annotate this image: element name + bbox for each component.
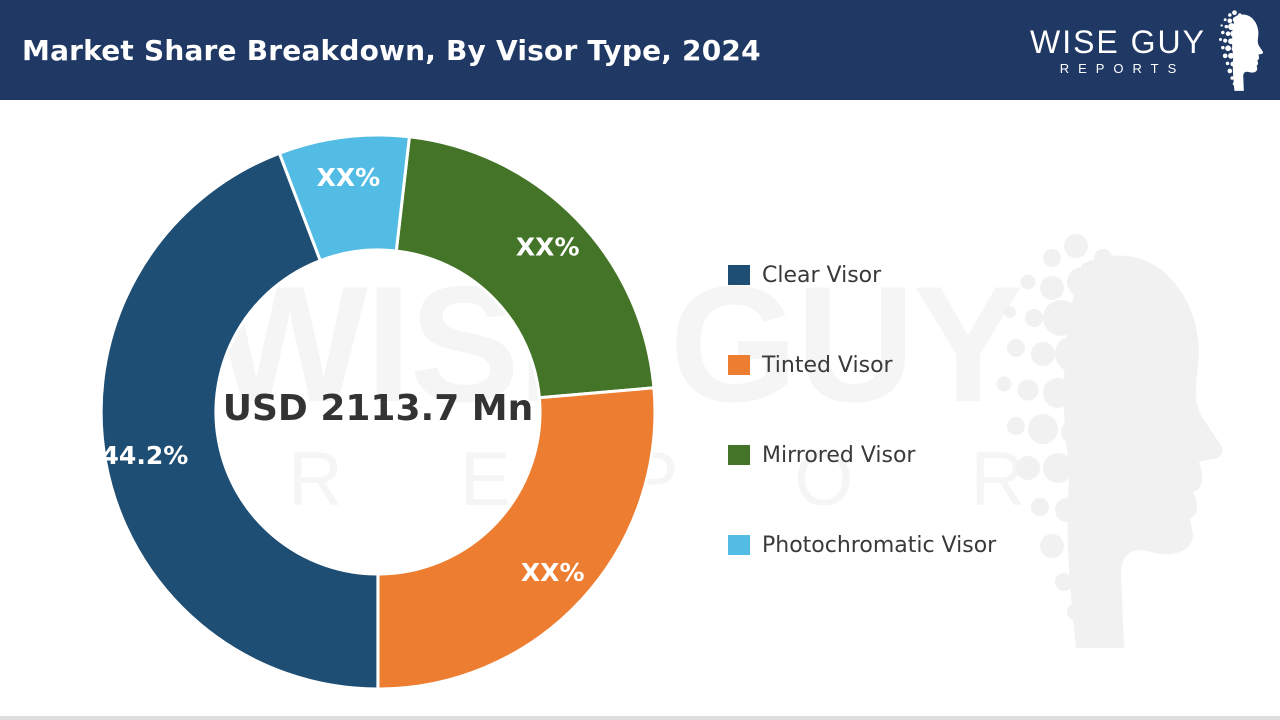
donut-slice-value-label: XX%: [521, 558, 585, 587]
brand-name: WISE GUY: [1029, 23, 1206, 60]
donut-chart: XX% XX% 44.2% XX%: [99, 133, 657, 691]
brand-logo-text: WISE GUY REPORTS: [1030, 26, 1206, 75]
legend-label: Photochromatic Visor: [762, 532, 997, 558]
legend-swatch-clear-visor: [728, 265, 750, 285]
legend-swatch-tinted-visor: [728, 355, 750, 375]
brand-logo: WISE GUY REPORTS: [1030, 9, 1266, 91]
legend-label: Mirrored Visor: [762, 442, 916, 468]
header-bar: Market Share Breakdown, By Visor Type, 2…: [0, 0, 1280, 100]
legend-item-photochromatic-visor: Photochromatic Visor: [728, 532, 997, 558]
legend-swatch-mirrored-visor: [728, 445, 750, 465]
legend-item-clear-visor: Clear Visor: [728, 262, 996, 288]
legend-label: Clear Visor: [762, 262, 882, 288]
donut-slice-value-label: XX%: [516, 233, 580, 262]
chart-center-value: USD 2113.7 Mn: [222, 388, 534, 429]
donut-slice-photochromatic-visor: [277, 133, 412, 263]
donut-slice-clear-visor: [99, 151, 380, 691]
brand-head-icon: [1219, 10, 1263, 91]
legend-item-mirrored-visor: Mirrored Visor: [728, 442, 996, 468]
legend-item-tinted-visor: Tinted Visor: [728, 352, 996, 378]
bottom-edge-strip: [0, 716, 1280, 720]
donut-slice-mirrored-visor: [394, 135, 656, 400]
donut-slice-tinted-visor: [376, 386, 657, 691]
legend-label: Tinted Visor: [762, 352, 893, 378]
page-title: Market Share Breakdown, By Visor Type, 2…: [22, 33, 761, 67]
donut-slice-value-label: 44.2%: [102, 441, 189, 470]
donut-slice-value-label: XX%: [317, 163, 381, 192]
brand-subname: REPORTS: [1059, 60, 1186, 76]
legend-swatch-photochromatic-visor: [728, 535, 750, 555]
chart-legend: Clear Visor Tinted Visor Mirrored Visor …: [728, 262, 997, 624]
